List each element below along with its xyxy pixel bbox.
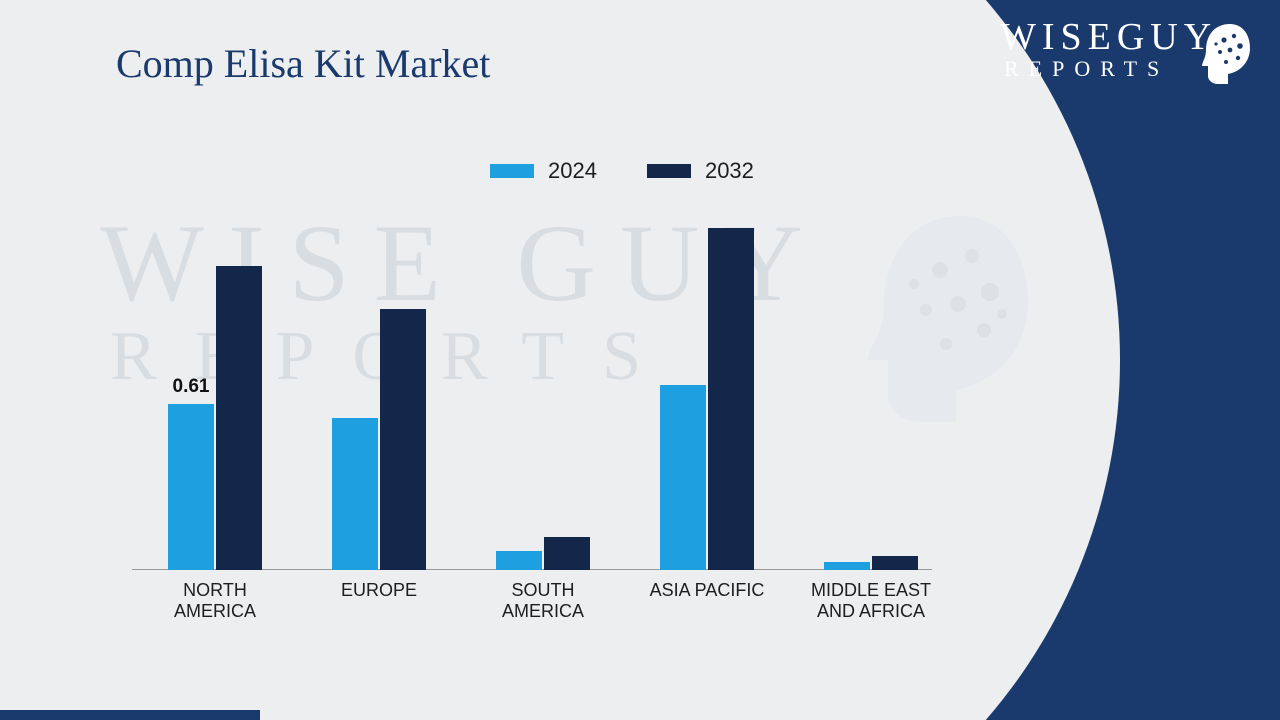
brand-logo: WISEGUY REPORTS bbox=[1000, 18, 1250, 80]
category-label: NORTH AMERICA bbox=[145, 580, 285, 621]
bar-group: ASIA PACIFIC bbox=[660, 228, 754, 570]
bar-2024 bbox=[168, 404, 214, 570]
bar-2032 bbox=[872, 556, 918, 570]
bar-2024 bbox=[660, 385, 706, 570]
plot-area: NORTH AMERICA0.61 EUROPE SOUTH AMERICA ASIA… bbox=[132, 190, 932, 570]
bar-group: NORTH AMERICA0.61 bbox=[168, 266, 262, 570]
bar-2024 bbox=[496, 551, 542, 570]
bottom-accent-strip bbox=[0, 710, 260, 720]
bar-2032 bbox=[544, 537, 590, 570]
category-label: SOUTH AMERICA bbox=[473, 580, 613, 621]
bar-group: MIDDLE EAST AND AFRICA bbox=[824, 556, 918, 570]
bar-2032 bbox=[216, 266, 262, 570]
bar-2032 bbox=[380, 309, 426, 570]
brand-head-icon bbox=[1200, 22, 1256, 86]
bar-2032 bbox=[708, 228, 754, 570]
category-label: ASIA PACIFIC bbox=[637, 580, 777, 601]
bar-2024 bbox=[824, 562, 870, 570]
chart-area: Market Size in USD Billion NORTH AMERICA… bbox=[58, 150, 958, 680]
page-title: Comp Elisa Kit Market bbox=[116, 40, 490, 87]
bar-2024 bbox=[332, 418, 378, 570]
value-label: 0.61 bbox=[173, 376, 210, 398]
bar-group: EUROPE bbox=[332, 309, 426, 570]
bar-group: SOUTH AMERICA bbox=[496, 537, 590, 570]
category-label: MIDDLE EAST AND AFRICA bbox=[801, 580, 941, 621]
category-label: EUROPE bbox=[309, 580, 449, 601]
